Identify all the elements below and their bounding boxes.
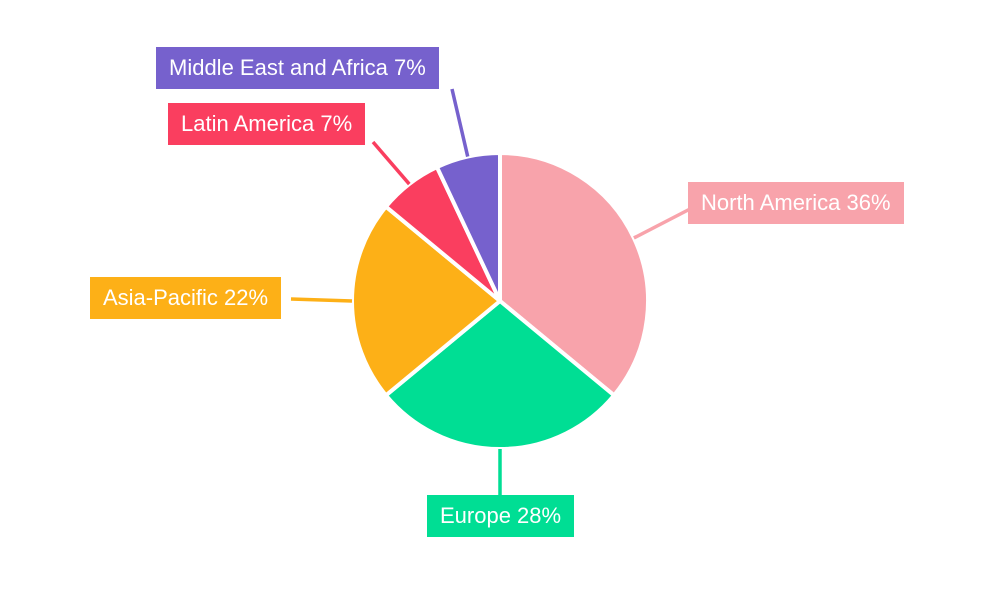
slice-label-north-america: North America 36% [688,182,904,224]
slice-label-latin-america: Latin America 7% [168,103,366,145]
pie-slice-asia-pacific [350,204,502,398]
leader-line-middle-east-and-africa [450,88,470,157]
pie-slice-middle-east-and-africa [434,151,502,303]
leader-line-latin-america [371,140,411,186]
slice-label-asia-pacific: Asia-Pacific 22% [90,277,282,319]
slice-label-middle-east-and-africa: Middle East and Africa 7% [156,47,439,89]
leader-line-north-america [633,207,691,240]
leader-line-asia-pacific [290,297,353,303]
slice-label-europe: Europe 28% [427,495,575,537]
